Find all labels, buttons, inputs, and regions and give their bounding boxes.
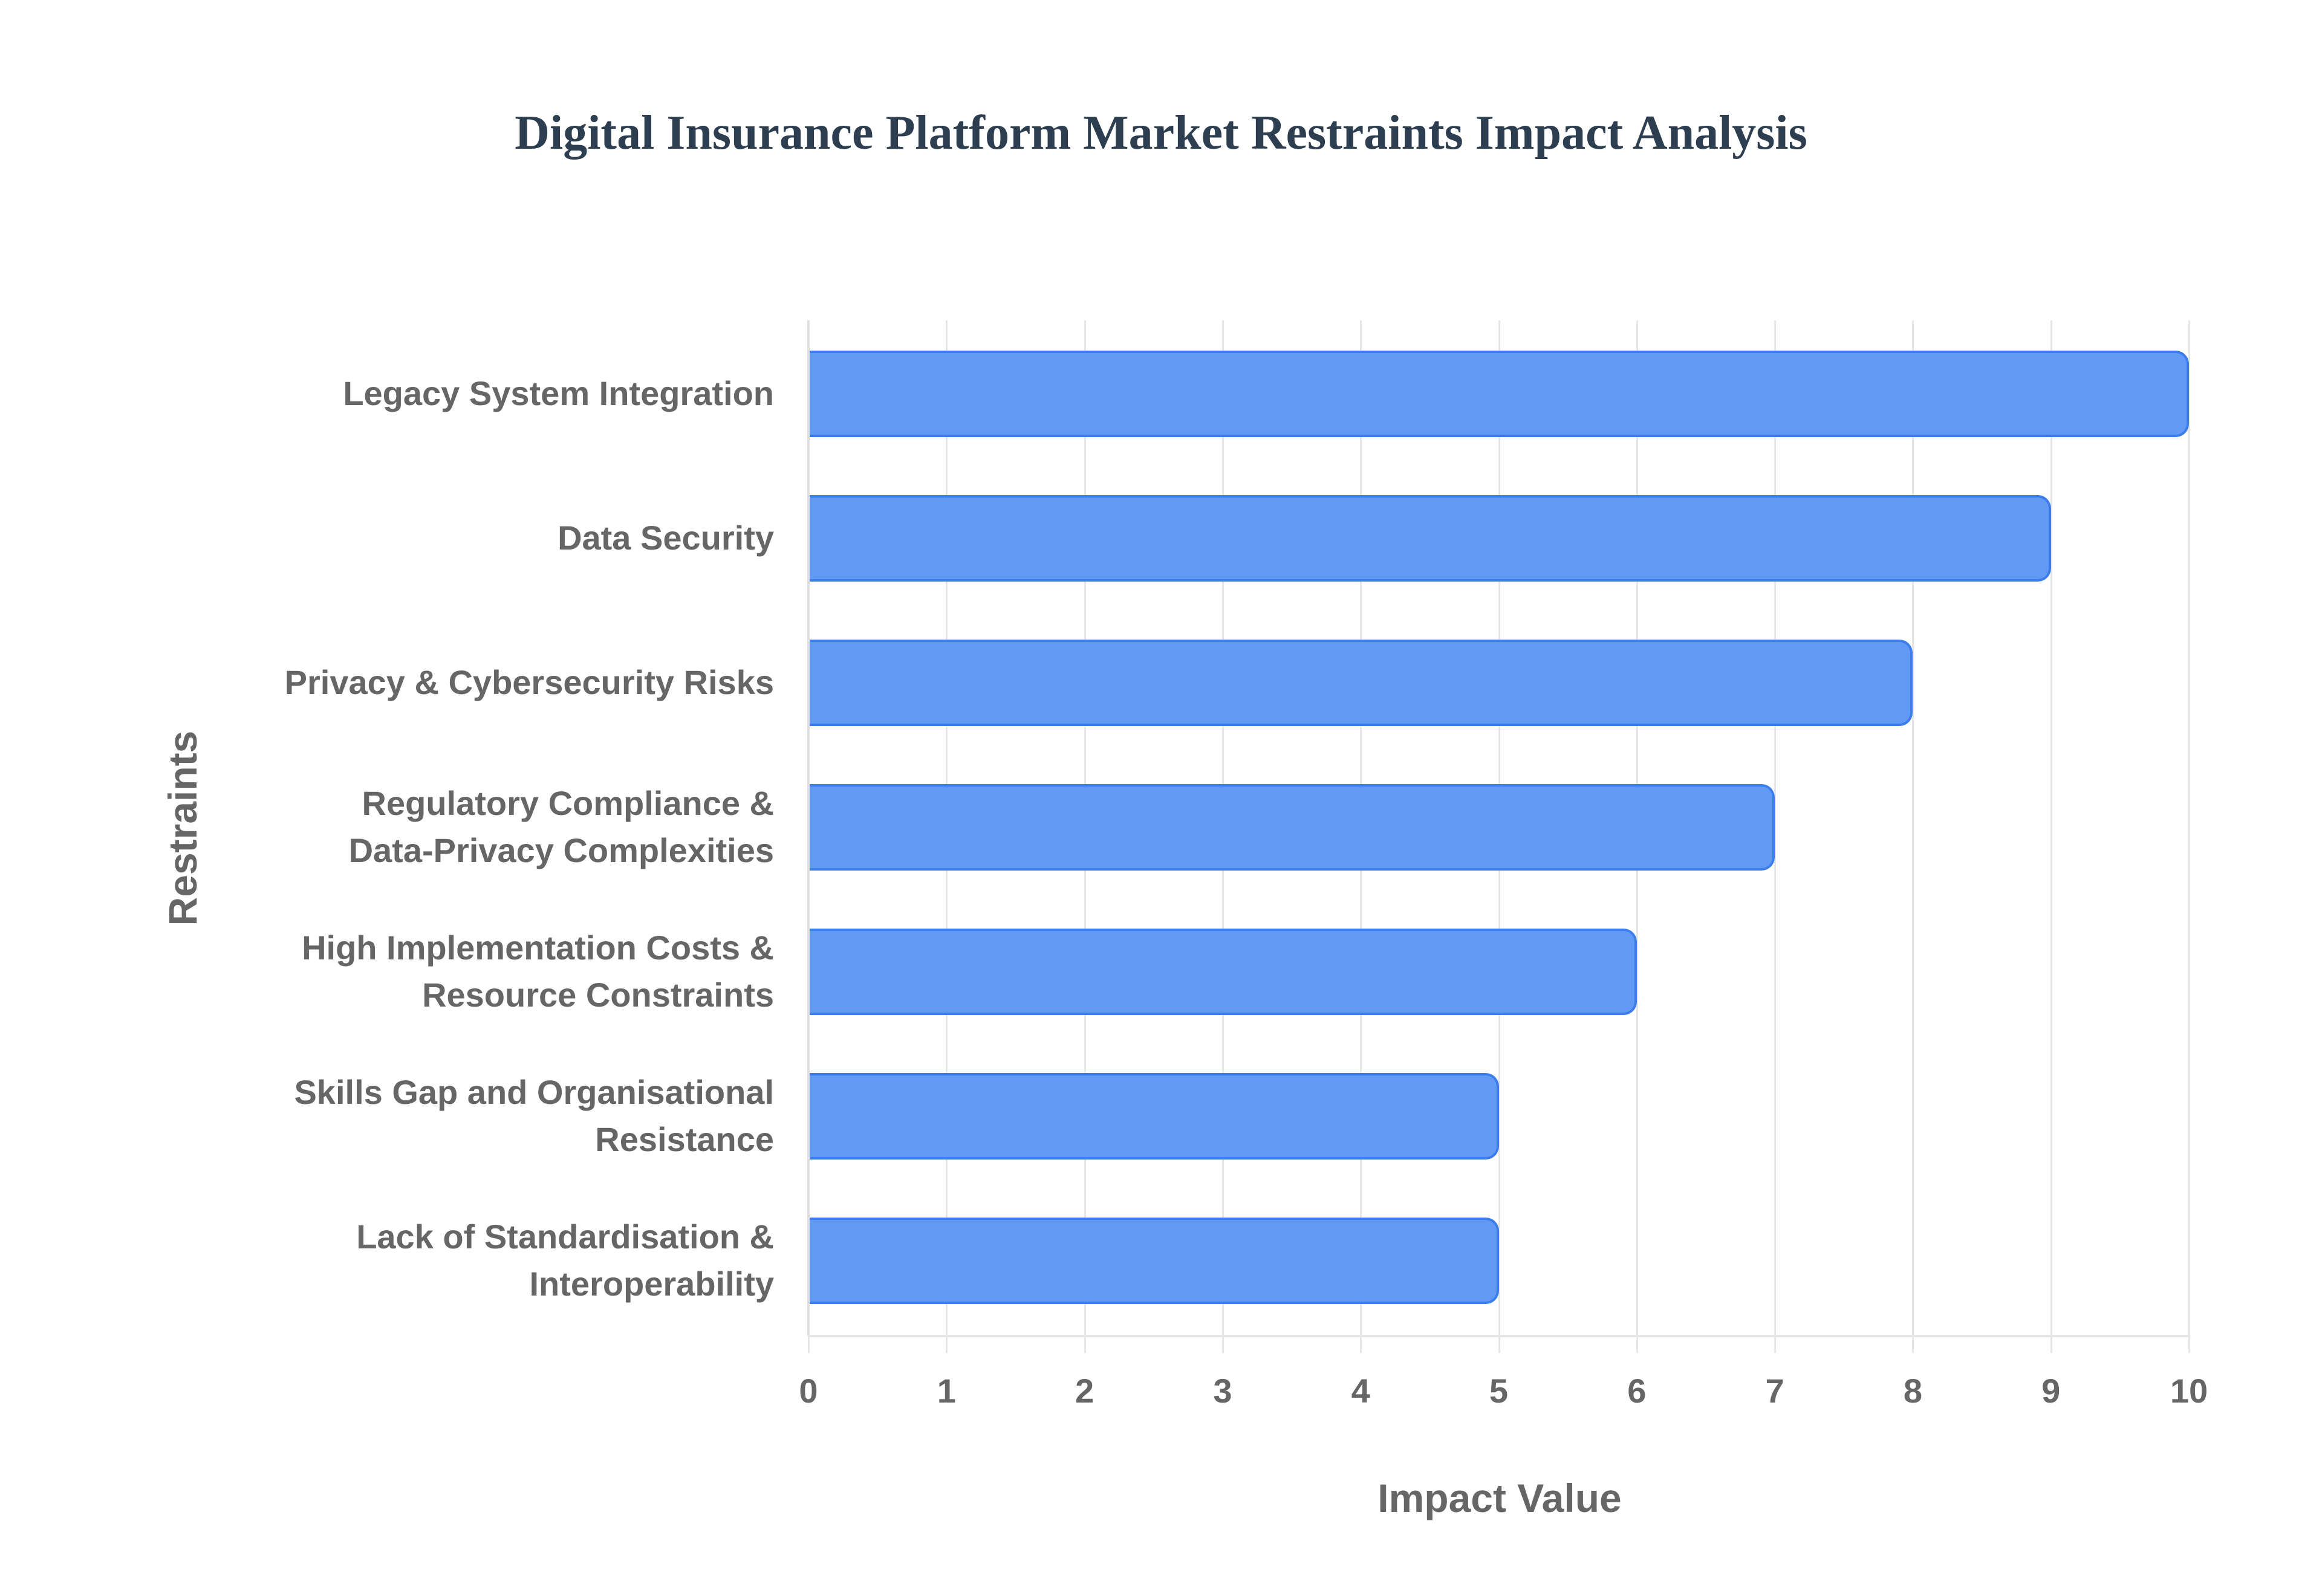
x-tick-label: 10 [2170,1372,2208,1410]
x-tick-label: 2 [1075,1372,1094,1410]
x-tick [808,1335,810,1353]
x-axis-title: Impact Value [1377,1476,1622,1520]
x-tick [1636,1335,1638,1353]
x-tick [2188,1335,2190,1353]
x-tick [1498,1335,1500,1353]
x-tick [1912,1335,1914,1353]
x-tick-label: 7 [1765,1372,1784,1410]
x-tick-label: 0 [799,1372,818,1410]
y-category-label: Legacy System Integration [343,374,774,412]
y-axis-line [807,320,810,1336]
bar[interactable] [808,495,2051,582]
x-tick [1360,1335,1362,1353]
y-category-label: Data Security [558,519,774,557]
x-tick [1774,1335,1777,1353]
gridline [2188,320,2190,1336]
y-category-label: Lack of Standardisation & Interoperabili… [356,1218,774,1303]
gridline [1774,320,1777,1336]
y-category-label: Skills Gap and Organisational Resistance [294,1073,774,1158]
x-tick [2050,1335,2052,1353]
gridline [2050,320,2052,1336]
bar[interactable] [808,351,2189,437]
x-tick-label: 3 [1213,1372,1232,1410]
x-tick-label: 1 [937,1372,956,1410]
x-tick [946,1335,948,1353]
y-category-label: Privacy & Cybersecurity Risks [284,663,774,701]
x-tick-label: 4 [1351,1372,1370,1410]
y-axis-title: Restraints [160,730,205,926]
x-tick-label: 6 [1627,1372,1647,1410]
bar[interactable] [808,1218,1499,1304]
plot-area [808,320,2190,1336]
x-tick-label: 5 [1489,1372,1509,1410]
chart-title: Digital Insurance Platform Market Restra… [515,106,1807,160]
bar[interactable] [808,640,1913,726]
y-category-label: Regulatory Compliance & Data-Privacy Com… [348,784,774,869]
x-tick-label: 9 [2041,1372,2061,1410]
bar[interactable] [808,784,1775,871]
gridline [1912,320,1914,1336]
x-tick [1084,1335,1086,1353]
x-tick-label: 8 [1903,1372,1922,1410]
bar[interactable] [808,929,1637,1015]
x-tick [1221,1335,1224,1353]
y-category-label: High Implementation Costs & Resource Con… [302,929,774,1014]
bar[interactable] [808,1073,1499,1160]
